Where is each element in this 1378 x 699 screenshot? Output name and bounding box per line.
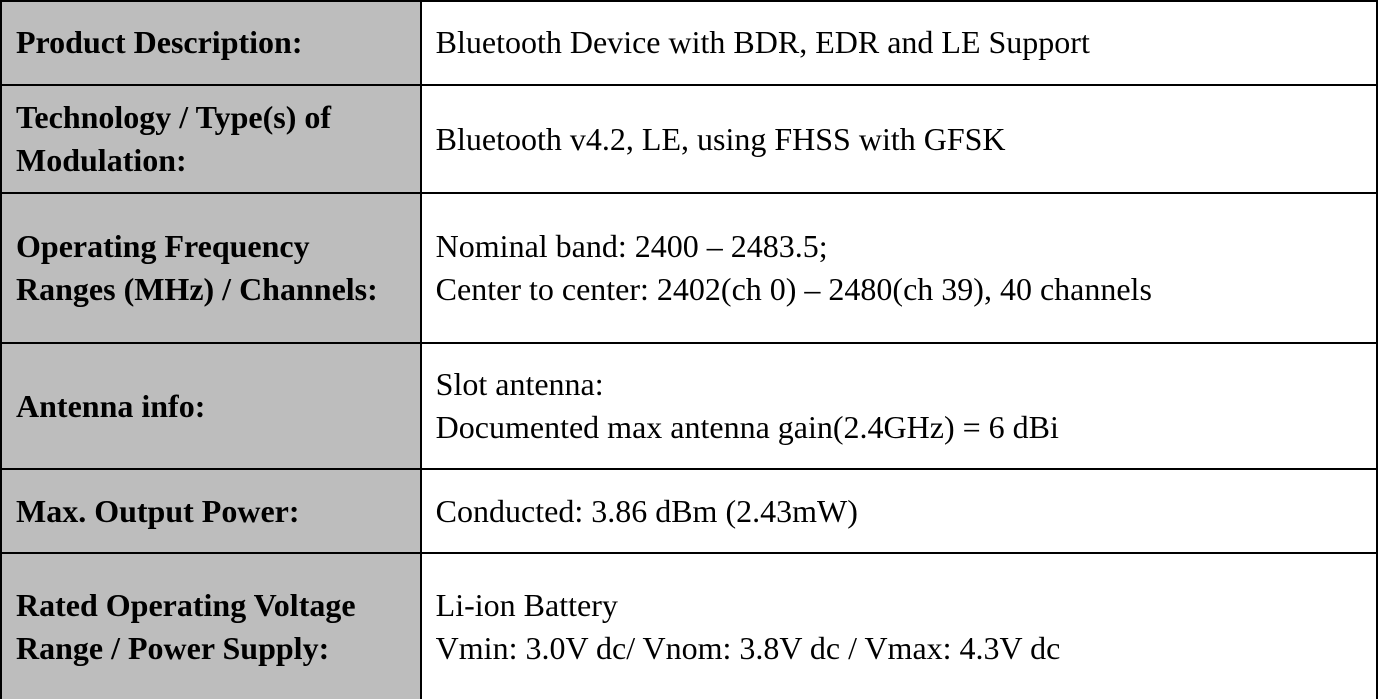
value-line: Documented max antenna gain(2.4GHz) = 6 … xyxy=(436,409,1059,445)
table-row: Operating Frequency Ranges (MHz) / Chann… xyxy=(1,193,1377,343)
table-row: Rated Operating Voltage Range / Power Su… xyxy=(1,553,1377,699)
row-value: Bluetooth v4.2, LE, using FHSS with GFSK xyxy=(421,85,1377,193)
value-line: Vmin: 3.0V dc/ Vnom: 3.8V dc / Vmax: 4.3… xyxy=(436,630,1061,666)
table-row: Max. Output Power: Conducted: 3.86 dBm (… xyxy=(1,469,1377,553)
value-line: Li-ion Battery xyxy=(436,587,618,623)
row-value: Bluetooth Device with BDR, EDR and LE Su… xyxy=(421,1,1377,85)
row-label: Product Description: xyxy=(1,1,421,85)
row-label: Max. Output Power: xyxy=(1,469,421,553)
value-line: Center to center: 2402(ch 0) – 2480(ch 3… xyxy=(436,271,1152,307)
row-label: Operating Frequency Ranges (MHz) / Chann… xyxy=(1,193,421,343)
table-row: Technology / Type(s) of Modulation: Blue… xyxy=(1,85,1377,193)
table-row: Antenna info: Slot antenna: Documented m… xyxy=(1,343,1377,469)
value-line: Nominal band: 2400 – 2483.5; xyxy=(436,228,828,264)
row-label: Rated Operating Voltage Range / Power Su… xyxy=(1,553,421,699)
row-value: Li-ion Battery Vmin: 3.0V dc/ Vnom: 3.8V… xyxy=(421,553,1377,699)
value-line: Slot antenna: xyxy=(436,366,604,402)
spec-table: Product Description: Bluetooth Device wi… xyxy=(0,0,1378,699)
row-label: Technology / Type(s) of Modulation: xyxy=(1,85,421,193)
row-value: Slot antenna: Documented max antenna gai… xyxy=(421,343,1377,469)
row-value: Conducted: 3.86 dBm (2.43mW) xyxy=(421,469,1377,553)
table-row: Product Description: Bluetooth Device wi… xyxy=(1,1,1377,85)
row-value: Nominal band: 2400 – 2483.5; Center to c… xyxy=(421,193,1377,343)
row-label: Antenna info: xyxy=(1,343,421,469)
